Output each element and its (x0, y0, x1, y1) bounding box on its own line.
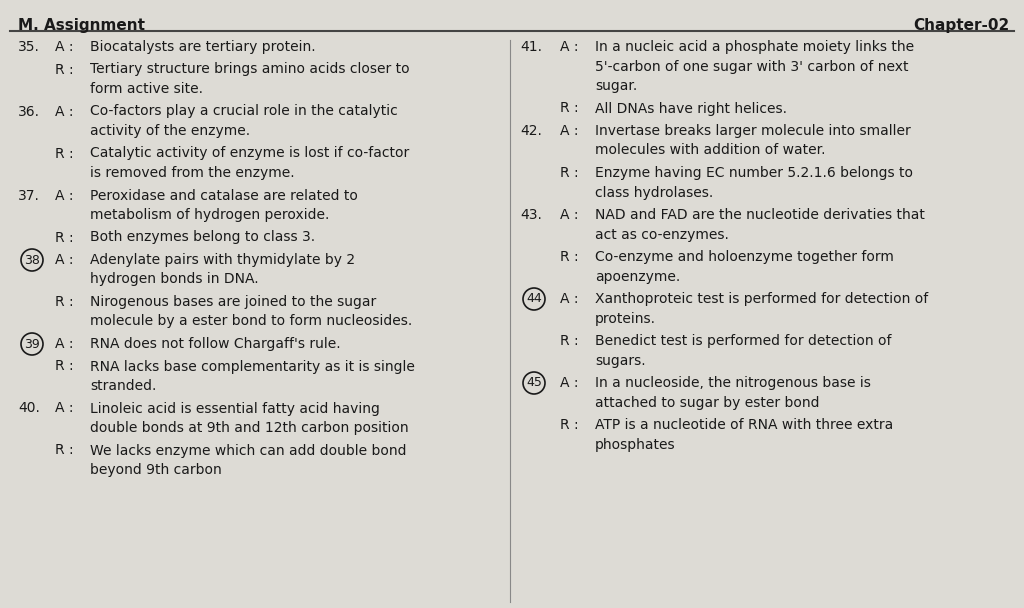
Text: 43.: 43. (520, 208, 542, 222)
Text: Co-enzyme and holoenzyme together form: Co-enzyme and holoenzyme together form (595, 250, 894, 264)
Text: metabolism of hydrogen peroxide.: metabolism of hydrogen peroxide. (90, 208, 330, 222)
Text: R :: R : (55, 147, 74, 161)
Text: A :: A : (560, 376, 579, 390)
Text: apoenzyme.: apoenzyme. (595, 269, 680, 283)
Text: NAD and FAD are the nucleotide derivaties that: NAD and FAD are the nucleotide derivatie… (595, 208, 925, 222)
Text: is removed from the enzyme.: is removed from the enzyme. (90, 166, 295, 180)
Text: Linoleic acid is essential fatty acid having: Linoleic acid is essential fatty acid ha… (90, 401, 380, 415)
Text: RNA does not follow Chargaff's rule.: RNA does not follow Chargaff's rule. (90, 337, 341, 351)
Text: A :: A : (560, 40, 579, 54)
Text: beyond 9th carbon: beyond 9th carbon (90, 463, 222, 477)
Text: R :: R : (55, 63, 74, 77)
Text: Catalytic activity of enzyme is lost if co-factor: Catalytic activity of enzyme is lost if … (90, 147, 410, 161)
Text: A :: A : (560, 124, 579, 138)
Text: Nirogenous bases are joined to the sugar: Nirogenous bases are joined to the sugar (90, 295, 376, 309)
Text: 41.: 41. (520, 40, 542, 54)
Text: 5'-carbon of one sugar with 3' carbon of next: 5'-carbon of one sugar with 3' carbon of… (595, 60, 908, 74)
Text: All DNAs have right helices.: All DNAs have right helices. (595, 102, 787, 116)
Text: Biocatalysts are tertiary protein.: Biocatalysts are tertiary protein. (90, 40, 315, 54)
Text: 42.: 42. (520, 124, 542, 138)
Text: phosphates: phosphates (595, 438, 676, 452)
Text: Enzyme having EC number 5.2.1.6 belongs to: Enzyme having EC number 5.2.1.6 belongs … (595, 166, 913, 180)
Text: double bonds at 9th and 12th carbon position: double bonds at 9th and 12th carbon posi… (90, 421, 409, 435)
Text: attached to sugar by ester bond: attached to sugar by ester bond (595, 395, 819, 410)
Text: M. Assignment: M. Assignment (18, 18, 145, 33)
Text: class hydrolases.: class hydrolases. (595, 185, 714, 199)
Text: proteins.: proteins. (595, 311, 656, 325)
Text: 36.: 36. (18, 105, 40, 119)
Text: A :: A : (560, 292, 579, 306)
Text: Chapter-02: Chapter-02 (913, 18, 1010, 33)
Text: R :: R : (560, 166, 579, 180)
Text: Peroxidase and catalase are related to: Peroxidase and catalase are related to (90, 188, 357, 202)
Text: form active site.: form active site. (90, 82, 203, 96)
Text: Adenylate pairs with thymidylate by 2: Adenylate pairs with thymidylate by 2 (90, 253, 355, 267)
Text: In a nucleoside, the nitrogenous base is: In a nucleoside, the nitrogenous base is (595, 376, 870, 390)
Text: Invertase breaks larger molecule into smaller: Invertase breaks larger molecule into sm… (595, 124, 910, 138)
Text: Tertiary structure brings amino acids closer to: Tertiary structure brings amino acids cl… (90, 63, 410, 77)
Text: R :: R : (55, 230, 74, 244)
Text: R :: R : (560, 418, 579, 432)
Text: Xanthoproteic test is performed for detection of: Xanthoproteic test is performed for dete… (595, 292, 928, 306)
Text: A :: A : (55, 253, 74, 267)
Text: Co-factors play a crucial role in the catalytic: Co-factors play a crucial role in the ca… (90, 105, 397, 119)
Text: 40.: 40. (18, 401, 40, 415)
Text: R :: R : (560, 102, 579, 116)
Text: R :: R : (55, 359, 74, 373)
Text: A :: A : (55, 188, 74, 202)
Text: A :: A : (55, 337, 74, 351)
Text: R :: R : (560, 334, 579, 348)
Text: molecules with addition of water.: molecules with addition of water. (595, 143, 825, 157)
Text: A :: A : (55, 401, 74, 415)
Text: RNA lacks base complementarity as it is single: RNA lacks base complementarity as it is … (90, 359, 415, 373)
Text: 38: 38 (24, 254, 40, 266)
Text: R :: R : (55, 443, 74, 457)
Text: 39: 39 (25, 337, 40, 350)
Text: A :: A : (55, 40, 74, 54)
Text: 45: 45 (526, 376, 542, 390)
Text: ATP is a nucleotide of RNA with three extra: ATP is a nucleotide of RNA with three ex… (595, 418, 893, 432)
Text: molecule by a ester bond to form nucleosides.: molecule by a ester bond to form nucleos… (90, 314, 413, 328)
Text: A :: A : (55, 105, 74, 119)
Text: hydrogen bonds in DNA.: hydrogen bonds in DNA. (90, 272, 259, 286)
Text: 37.: 37. (18, 188, 40, 202)
Text: 35.: 35. (18, 40, 40, 54)
Text: activity of the enzyme.: activity of the enzyme. (90, 124, 250, 138)
Text: stranded.: stranded. (90, 379, 157, 393)
Text: sugar.: sugar. (595, 79, 637, 93)
Text: R :: R : (55, 295, 74, 309)
Text: act as co-enzymes.: act as co-enzymes. (595, 227, 729, 241)
Text: Both enzymes belong to class 3.: Both enzymes belong to class 3. (90, 230, 315, 244)
Text: We lacks enzyme which can add double bond: We lacks enzyme which can add double bon… (90, 443, 407, 457)
Text: Benedict test is performed for detection of: Benedict test is performed for detection… (595, 334, 892, 348)
Text: R :: R : (560, 250, 579, 264)
Text: sugars.: sugars. (595, 353, 645, 367)
Text: A :: A : (560, 208, 579, 222)
Text: 44: 44 (526, 292, 542, 305)
Text: In a nucleic acid a phosphate moiety links the: In a nucleic acid a phosphate moiety lin… (595, 40, 914, 54)
